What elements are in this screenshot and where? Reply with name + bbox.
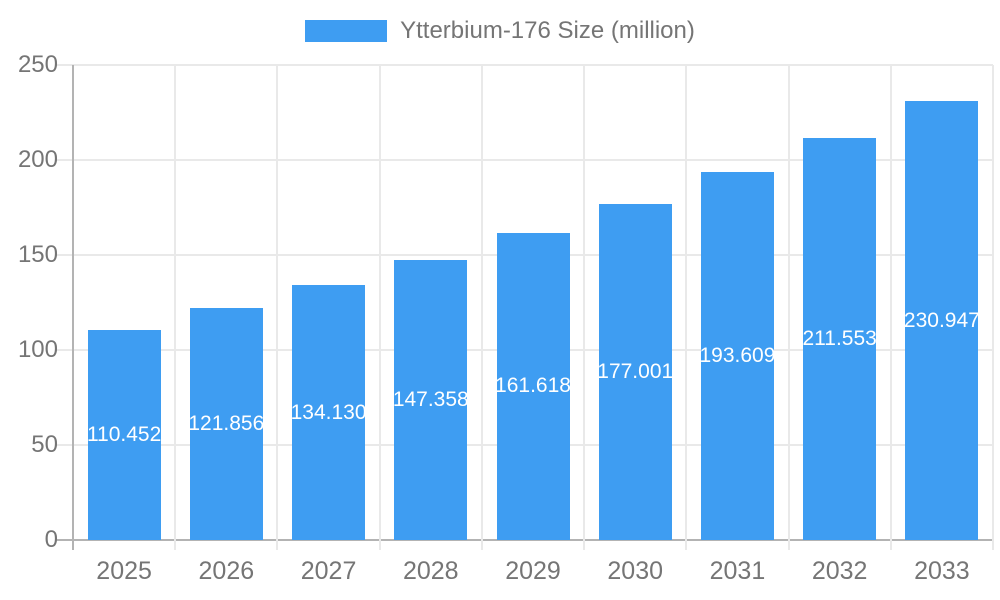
bar-value-label: 177.001 [598, 359, 672, 383]
bar[interactable]: 161.618 [496, 232, 570, 540]
y-axis-tick [57, 349, 73, 351]
y-axis-tick [57, 159, 73, 161]
bar-value-label: 211.553 [803, 327, 877, 351]
gridline-horizontal [73, 64, 993, 66]
bar[interactable]: 134.130 [292, 285, 366, 540]
gridline-vertical [276, 65, 279, 550]
gridline-vertical [787, 65, 790, 550]
gridline-vertical [685, 65, 688, 550]
gridline-vertical [480, 65, 483, 550]
gridline-vertical [378, 65, 381, 550]
gridline-vertical [889, 65, 892, 550]
y-axis-tick-label: 250 [17, 51, 58, 78]
y-axis-tick [57, 254, 73, 256]
x-axis-baseline [57, 539, 993, 541]
bar[interactable]: 177.001 [598, 203, 672, 540]
bar-value-label: 161.618 [496, 374, 570, 398]
x-axis-tick-label: 2028 [402, 557, 459, 585]
y-axis-line [72, 65, 74, 550]
y-axis-tick-label: 100 [17, 336, 58, 363]
y-axis-tick-label: 200 [17, 146, 58, 173]
gridline-vertical [992, 65, 994, 550]
x-axis-tick-label: 2026 [198, 557, 255, 585]
y-axis-tick [57, 64, 73, 66]
bar-value-label: 193.609 [700, 344, 774, 368]
x-axis-tick-label: 2029 [505, 557, 561, 585]
legend[interactable]: Ytterbium-176 Size (million) [0, 17, 1000, 45]
x-axis-tick-label: 2033 [914, 557, 970, 585]
bar[interactable]: 230.947 [905, 101, 979, 540]
x-axis-tick-label: 2027 [300, 557, 357, 585]
x-axis-tick-label: 2032 [811, 557, 868, 585]
bar[interactable]: 193.609 [700, 172, 774, 540]
bar-value-label: 147.358 [394, 388, 468, 411]
bar-value-label: 230.947 [905, 308, 979, 332]
y-axis-tick [57, 444, 73, 446]
y-axis-tick-label: 0 [44, 526, 58, 553]
y-axis-tick-label: 50 [31, 431, 58, 458]
x-axis-tick-label: 2025 [96, 557, 152, 585]
bar[interactable]: 211.553 [803, 138, 877, 540]
gridline-vertical [583, 65, 586, 550]
bar-value-label: 121.856 [189, 412, 263, 436]
bar[interactable]: 110.452 [87, 330, 161, 540]
legend-swatch [305, 20, 388, 42]
x-axis-tick-label: 2031 [709, 557, 766, 585]
bar[interactable]: 121.856 [189, 308, 263, 540]
gridline-vertical [174, 65, 177, 550]
bar-value-label: 110.452 [87, 423, 161, 447]
bar-value-label: 134.130 [292, 400, 366, 424]
bar[interactable]: 147.358 [394, 260, 468, 540]
legend-label: Ytterbium-176 Size (million) [400, 17, 695, 44]
gridline-horizontal [73, 159, 993, 161]
y-axis-tick-label: 150 [17, 241, 58, 268]
x-axis-tick-label: 2030 [607, 557, 664, 585]
